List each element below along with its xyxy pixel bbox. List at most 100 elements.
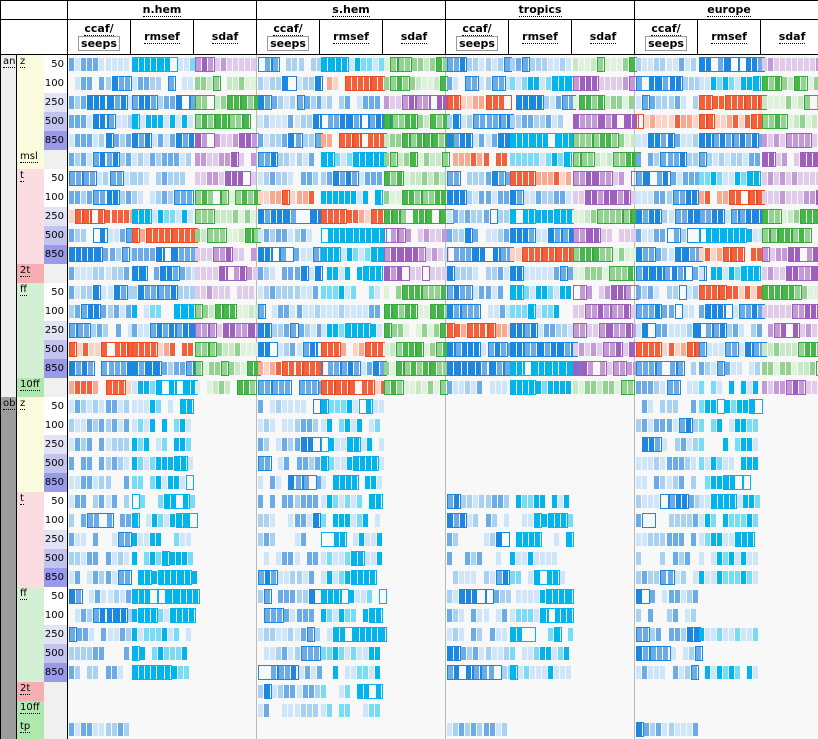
score-cell[interactable] [761, 55, 818, 75]
score-cell[interactable] [698, 150, 761, 169]
score-cell[interactable] [383, 150, 446, 169]
score-cell[interactable] [572, 473, 635, 492]
score-cell[interactable] [509, 340, 572, 359]
score-cell[interactable] [320, 264, 383, 283]
level-label-250[interactable]: 250 [44, 321, 68, 340]
score-cell[interactable] [257, 587, 320, 606]
score-cell[interactable] [572, 169, 635, 188]
score-cell[interactable] [446, 397, 509, 416]
score-cell[interactable] [446, 530, 509, 549]
score-cell[interactable] [320, 549, 383, 568]
score-cell[interactable] [635, 340, 698, 359]
score-cell[interactable] [383, 321, 446, 340]
score-cell[interactable] [131, 188, 194, 207]
score-cell[interactable] [446, 264, 509, 283]
score-cell[interactable] [320, 530, 383, 549]
level-label-500[interactable]: 500 [44, 340, 68, 359]
score-cell[interactable] [68, 245, 131, 264]
score-cell[interactable] [635, 93, 698, 112]
score-cell[interactable] [572, 150, 635, 169]
score-cell[interactable] [698, 169, 761, 188]
score-cell[interactable] [509, 283, 572, 302]
score-cell[interactable] [635, 321, 698, 340]
group-label-ob[interactable]: ob [1, 397, 17, 739]
score-cell[interactable] [572, 226, 635, 245]
score-cell[interactable] [635, 283, 698, 302]
score-cell[interactable] [761, 511, 818, 530]
score-cell[interactable] [194, 416, 257, 435]
score-cell[interactable] [320, 112, 383, 131]
score-cell[interactable] [131, 378, 194, 397]
score-cell[interactable] [131, 93, 194, 112]
score-cell[interactable] [446, 207, 509, 226]
score-cell[interactable] [509, 150, 572, 169]
score-cell[interactable] [383, 283, 446, 302]
score-cell[interactable] [320, 511, 383, 530]
score-cell[interactable] [761, 435, 818, 454]
score-cell[interactable] [131, 150, 194, 169]
score-cell[interactable] [194, 378, 257, 397]
score-cell[interactable] [635, 549, 698, 568]
score-cell[interactable] [320, 492, 383, 511]
score-cell[interactable] [572, 511, 635, 530]
level-label-blank[interactable] [44, 264, 68, 283]
score-cell[interactable] [68, 378, 131, 397]
score-cell[interactable] [761, 397, 818, 416]
score-cell[interactable] [761, 530, 818, 549]
score-cell[interactable] [131, 587, 194, 606]
score-cell[interactable] [131, 530, 194, 549]
score-cell[interactable] [698, 283, 761, 302]
score-cell[interactable] [68, 454, 131, 473]
level-label-500[interactable]: 500 [44, 549, 68, 568]
score-cell[interactable] [446, 587, 509, 606]
score-cell[interactable] [572, 131, 635, 150]
score-cell[interactable] [698, 340, 761, 359]
score-cell[interactable] [194, 112, 257, 131]
score-cell[interactable] [635, 378, 698, 397]
score-cell[interactable] [320, 283, 383, 302]
score-cell[interactable] [509, 454, 572, 473]
score-cell[interactable] [68, 530, 131, 549]
score-cell[interactable] [572, 245, 635, 264]
score-cell[interactable] [68, 131, 131, 150]
score-cell[interactable] [194, 606, 257, 625]
score-cell[interactable] [257, 549, 320, 568]
score-cell[interactable] [257, 150, 320, 169]
score-cell[interactable] [635, 131, 698, 150]
score-cell[interactable] [509, 492, 572, 511]
score-cell[interactable] [131, 492, 194, 511]
score-cell[interactable] [635, 492, 698, 511]
score-cell[interactable] [257, 511, 320, 530]
score-cell[interactable] [320, 55, 383, 75]
score-cell[interactable] [698, 511, 761, 530]
score-cell[interactable] [698, 549, 761, 568]
score-cell[interactable] [131, 169, 194, 188]
score-cell[interactable] [572, 397, 635, 416]
score-cell[interactable] [383, 188, 446, 207]
score-cell[interactable] [446, 340, 509, 359]
score-cell[interactable] [320, 169, 383, 188]
score-cell[interactable] [446, 226, 509, 245]
level-label-blank[interactable] [44, 378, 68, 397]
score-cell[interactable] [131, 207, 194, 226]
score-cell[interactable] [446, 112, 509, 131]
score-cell[interactable] [131, 112, 194, 131]
score-cell[interactable] [509, 131, 572, 150]
score-cell[interactable] [194, 302, 257, 321]
score-cell[interactable] [68, 169, 131, 188]
score-cell[interactable] [131, 321, 194, 340]
score-cell[interactable] [698, 587, 761, 606]
score-cell[interactable] [446, 435, 509, 454]
level-label-100[interactable]: 100 [44, 74, 68, 93]
score-cell[interactable] [257, 226, 320, 245]
level-label-50[interactable]: 50 [44, 587, 68, 606]
score-cell[interactable] [194, 150, 257, 169]
score-cell[interactable] [383, 359, 446, 378]
score-cell[interactable] [635, 359, 698, 378]
score-cell[interactable] [509, 359, 572, 378]
level-label-250[interactable]: 250 [44, 207, 68, 226]
score-cell[interactable] [509, 264, 572, 283]
score-cell[interactable] [761, 359, 818, 378]
score-cell[interactable] [698, 454, 761, 473]
level-label-blank[interactable] [44, 150, 68, 169]
